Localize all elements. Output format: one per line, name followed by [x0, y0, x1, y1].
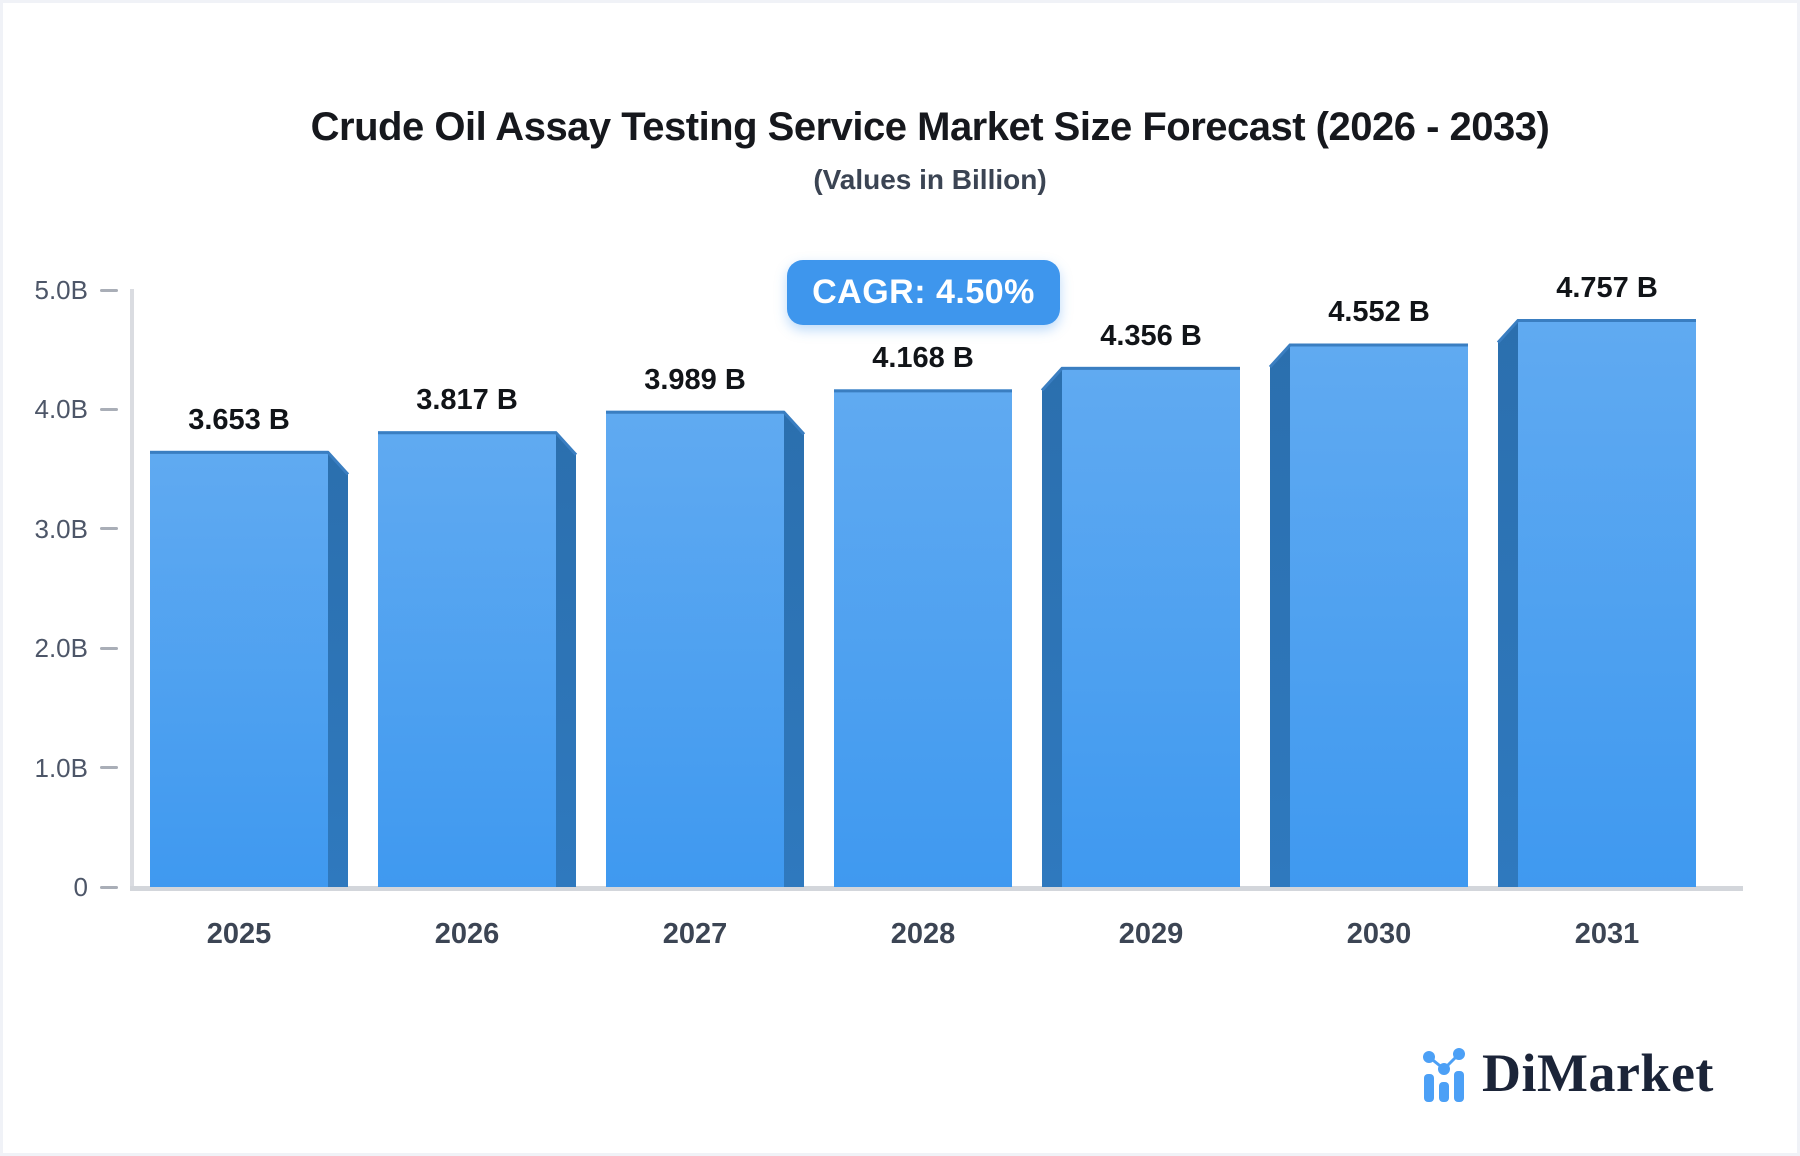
bar-top-edge: [150, 450, 350, 476]
bar-2031[interactable]: [1518, 319, 1696, 888]
cagr-badge: CAGR: 4.50%: [787, 260, 1060, 325]
bar-side-face: [1498, 319, 1518, 888]
bar-2029[interactable]: [1062, 366, 1240, 888]
chart-title: Crude Oil Assay Testing Service Market S…: [310, 105, 1550, 149]
x-axis-category-label: 2025: [206, 918, 272, 950]
y-axis-tick-mark: [100, 646, 118, 650]
bar-2026[interactable]: [378, 431, 556, 887]
bar-side-face: [1042, 366, 1062, 888]
x-axis-baseline: [130, 886, 1743, 891]
bar-top-edge: [1040, 366, 1240, 392]
y-axis-tick-mark: [100, 885, 118, 889]
x-axis-category-label: 2029: [1118, 918, 1184, 950]
y-axis-tick-mark: [100, 288, 118, 292]
bar-value-label: 4.552 B: [1328, 296, 1430, 329]
y-axis-tick-label: 1.0B: [34, 752, 89, 783]
bar-side-face: [556, 431, 576, 887]
brand-name: DiMarket: [1482, 1043, 1714, 1103]
bar-top-edge: [606, 410, 806, 436]
y-axis-tick-label: 3.0B: [34, 513, 89, 544]
bar-value-label: 4.168 B: [872, 342, 974, 375]
x-axis-category-label: 2031: [1574, 918, 1640, 950]
bar-2025[interactable]: [150, 450, 328, 887]
bar-value-label: 3.817 B: [416, 384, 518, 417]
mini-bar-chart-icon: [1423, 1048, 1465, 1102]
y-axis-tick-label: 2.0B: [34, 633, 89, 664]
bar-2030[interactable]: [1290, 343, 1468, 887]
bar-2028[interactable]: [834, 389, 1012, 887]
x-axis-category-label: 2026: [434, 918, 500, 950]
bar-side-face: [328, 450, 348, 887]
bar-value-label: 4.356 B: [1100, 319, 1202, 352]
y-axis-tick-mark: [100, 766, 118, 770]
chart-subtitle: (Values in Billion): [813, 164, 1047, 195]
bar-value-label: 3.989 B: [644, 363, 746, 396]
bar-value-label: 4.757 B: [1556, 272, 1658, 304]
bar-side-face: [784, 410, 804, 887]
y-axis-tick-mark: [100, 527, 118, 531]
y-axis-line: [130, 289, 134, 891]
x-axis-category-label: 2030: [1346, 918, 1412, 950]
bar-top-edge: [1268, 343, 1468, 369]
bar-side-face: [1270, 343, 1290, 887]
bar-top-edge: [378, 431, 578, 456]
y-axis-tick-mark: [100, 407, 118, 411]
bar-value-label: 3.653 B: [188, 403, 290, 436]
y-axis-tick-label: 4.0B: [34, 394, 89, 425]
y-axis-tick-label: 0: [73, 872, 88, 902]
brand-logo[interactable]: DiMarket: [1420, 1040, 1714, 1106]
bar-top-edge: [1496, 319, 1696, 344]
bar-2027[interactable]: [606, 410, 784, 887]
y-axis-tick-label: 5.0B: [34, 275, 89, 305]
x-axis-category-label: 2027: [662, 918, 728, 950]
x-axis-category-label: 2028: [890, 918, 956, 950]
